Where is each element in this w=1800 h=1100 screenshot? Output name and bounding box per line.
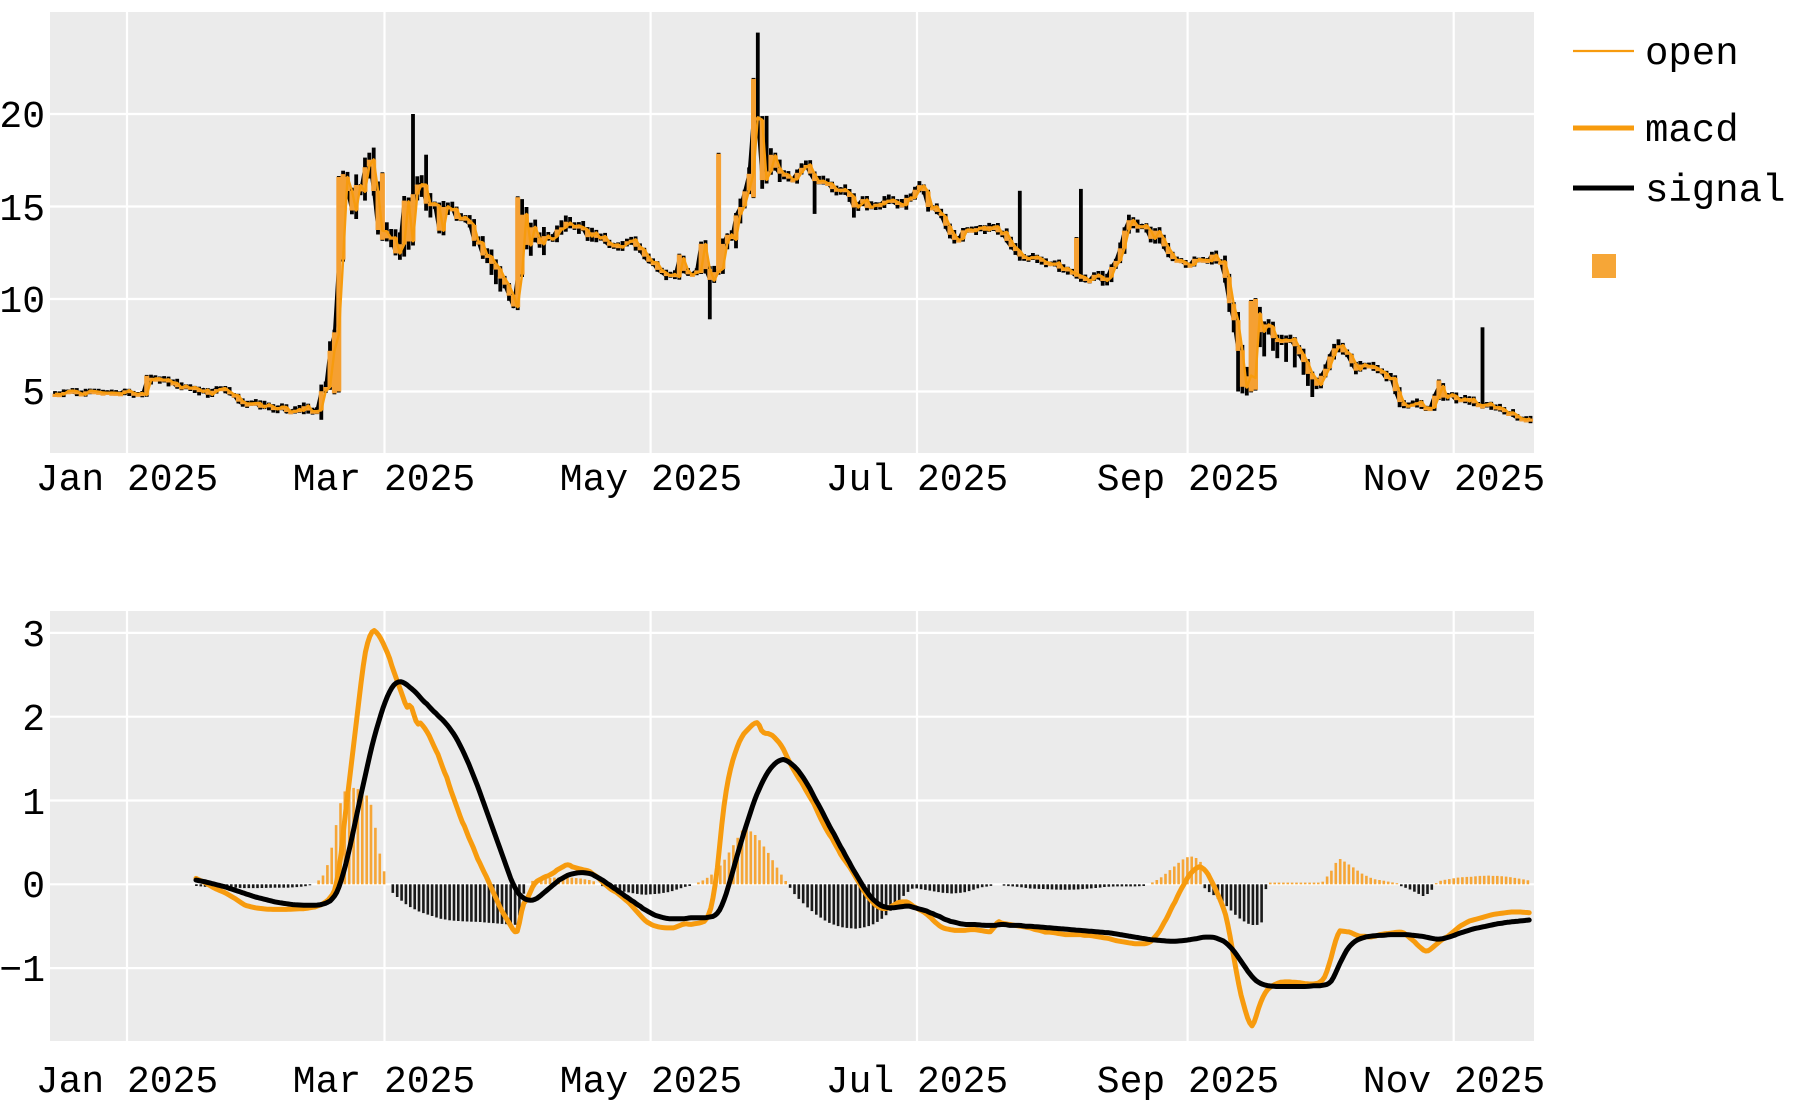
svg-text:15: 15	[0, 189, 45, 232]
svg-text:May 2025: May 2025	[560, 459, 742, 502]
svg-text:1: 1	[22, 783, 45, 826]
svg-text:20: 20	[0, 96, 45, 139]
svg-text:open: open	[1645, 32, 1739, 76]
svg-text:May 2025: May 2025	[560, 1061, 742, 1100]
svg-text:Jan 2025: Jan 2025	[36, 459, 218, 502]
svg-text:0: 0	[22, 866, 45, 909]
svg-text:Jul 2025: Jul 2025	[826, 459, 1008, 502]
svg-text:3: 3	[22, 615, 45, 658]
svg-text:Sep 2025: Sep 2025	[1097, 1061, 1279, 1100]
svg-text:Jul 2025: Jul 2025	[826, 1061, 1008, 1100]
svg-text:10: 10	[0, 281, 45, 324]
svg-text:signal: signal	[1645, 169, 1785, 213]
svg-text:Jan 2025: Jan 2025	[36, 1061, 218, 1100]
svg-text:Nov 2025: Nov 2025	[1363, 459, 1545, 502]
svg-text:Mar 2025: Mar 2025	[293, 459, 475, 502]
svg-text:Nov 2025: Nov 2025	[1363, 1061, 1545, 1100]
svg-text:Sep 2025: Sep 2025	[1097, 459, 1279, 502]
svg-text:5: 5	[22, 373, 45, 416]
svg-text:Mar 2025: Mar 2025	[293, 1061, 475, 1100]
svg-text:macd: macd	[1645, 109, 1739, 153]
svg-text:2: 2	[22, 699, 45, 742]
svg-text:−1: −1	[0, 950, 45, 993]
